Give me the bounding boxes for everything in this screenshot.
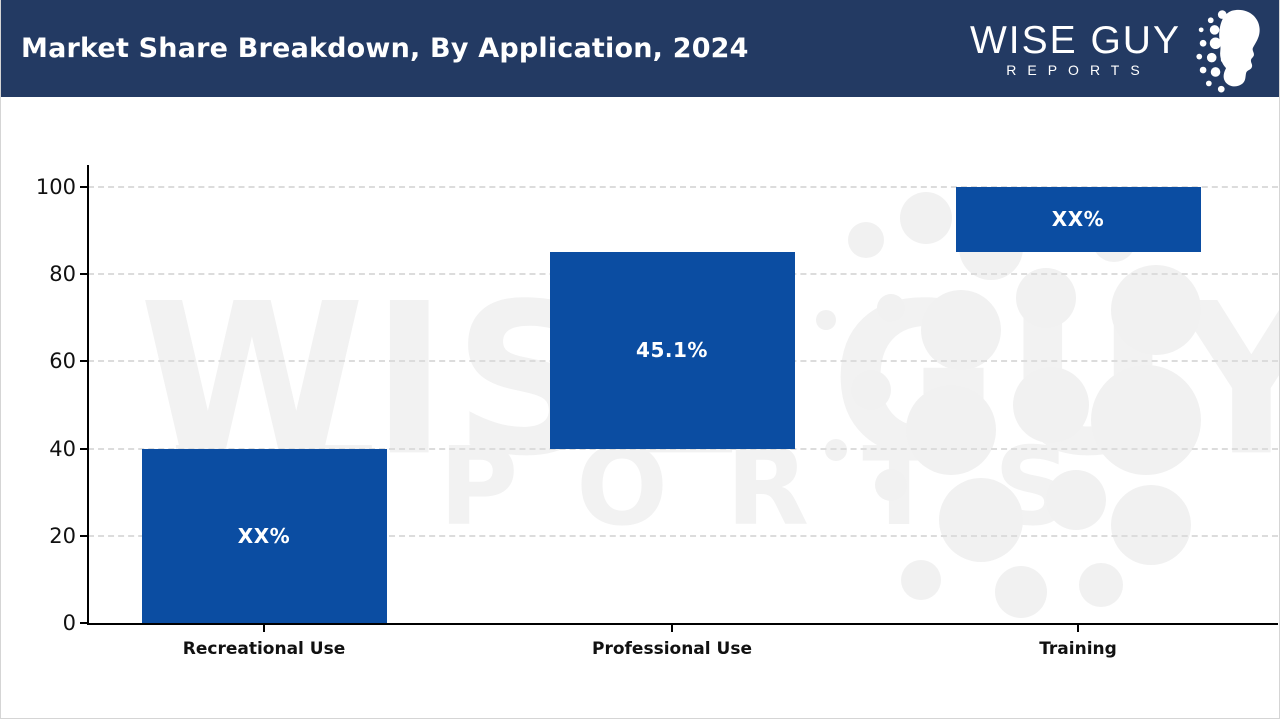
x-axis-tick — [1077, 625, 1079, 632]
y-axis-tick — [80, 534, 88, 537]
logo-wordmark: WISE GUY REPORTS — [970, 21, 1181, 77]
y-axis-tick — [80, 622, 88, 624]
gridline-20 — [88, 534, 1278, 537]
bar-training: XX% — [955, 187, 1201, 252]
x-axis-tick — [671, 625, 673, 632]
header-bar: Market Share Breakdown, By Application, … — [1, 0, 1279, 97]
y-axis-tick-label: 0 — [62, 611, 76, 635]
y-axis-tick-label: 80 — [49, 262, 76, 287]
page-title: Market Share Breakdown, By Application, … — [21, 33, 749, 64]
y-axis-tick-label: 60 — [49, 349, 76, 374]
x-axis-category-label: Training — [1039, 639, 1117, 659]
y-axis-tick-label: 20 — [49, 523, 76, 548]
y-axis-tick — [80, 273, 88, 276]
logo-wordmark-main: WISE GUY — [969, 18, 1181, 62]
bar-value-label: 45.1% — [636, 338, 708, 363]
logo-wordmark-sub: REPORTS — [1006, 61, 1151, 78]
y-axis-tick-label: 40 — [49, 436, 76, 461]
gridline-40 — [88, 447, 1278, 450]
bar-value-label: XX% — [237, 523, 291, 548]
x-axis-category-label: Professional Use — [592, 639, 752, 659]
y-axis-tick — [80, 447, 88, 450]
brand-logo: WISE GUY REPORTS — [970, 5, 1265, 93]
x-axis-tick — [263, 625, 265, 632]
y-axis-tick-label: 100 — [35, 175, 76, 199]
y-axis-tick — [80, 360, 88, 363]
y-axis-line — [87, 165, 89, 625]
bar-professional-use: 45.1% — [549, 251, 795, 449]
bar-recreational-use: XX% — [141, 448, 387, 623]
logo-face-icon — [1196, 9, 1260, 93]
bar-value-label: XX% — [1051, 207, 1105, 232]
y-axis-tick — [80, 186, 88, 188]
x-axis-category-label: Recreational Use — [182, 639, 346, 659]
x-axis-line — [87, 623, 1278, 625]
gridline-100 — [88, 186, 1278, 188]
